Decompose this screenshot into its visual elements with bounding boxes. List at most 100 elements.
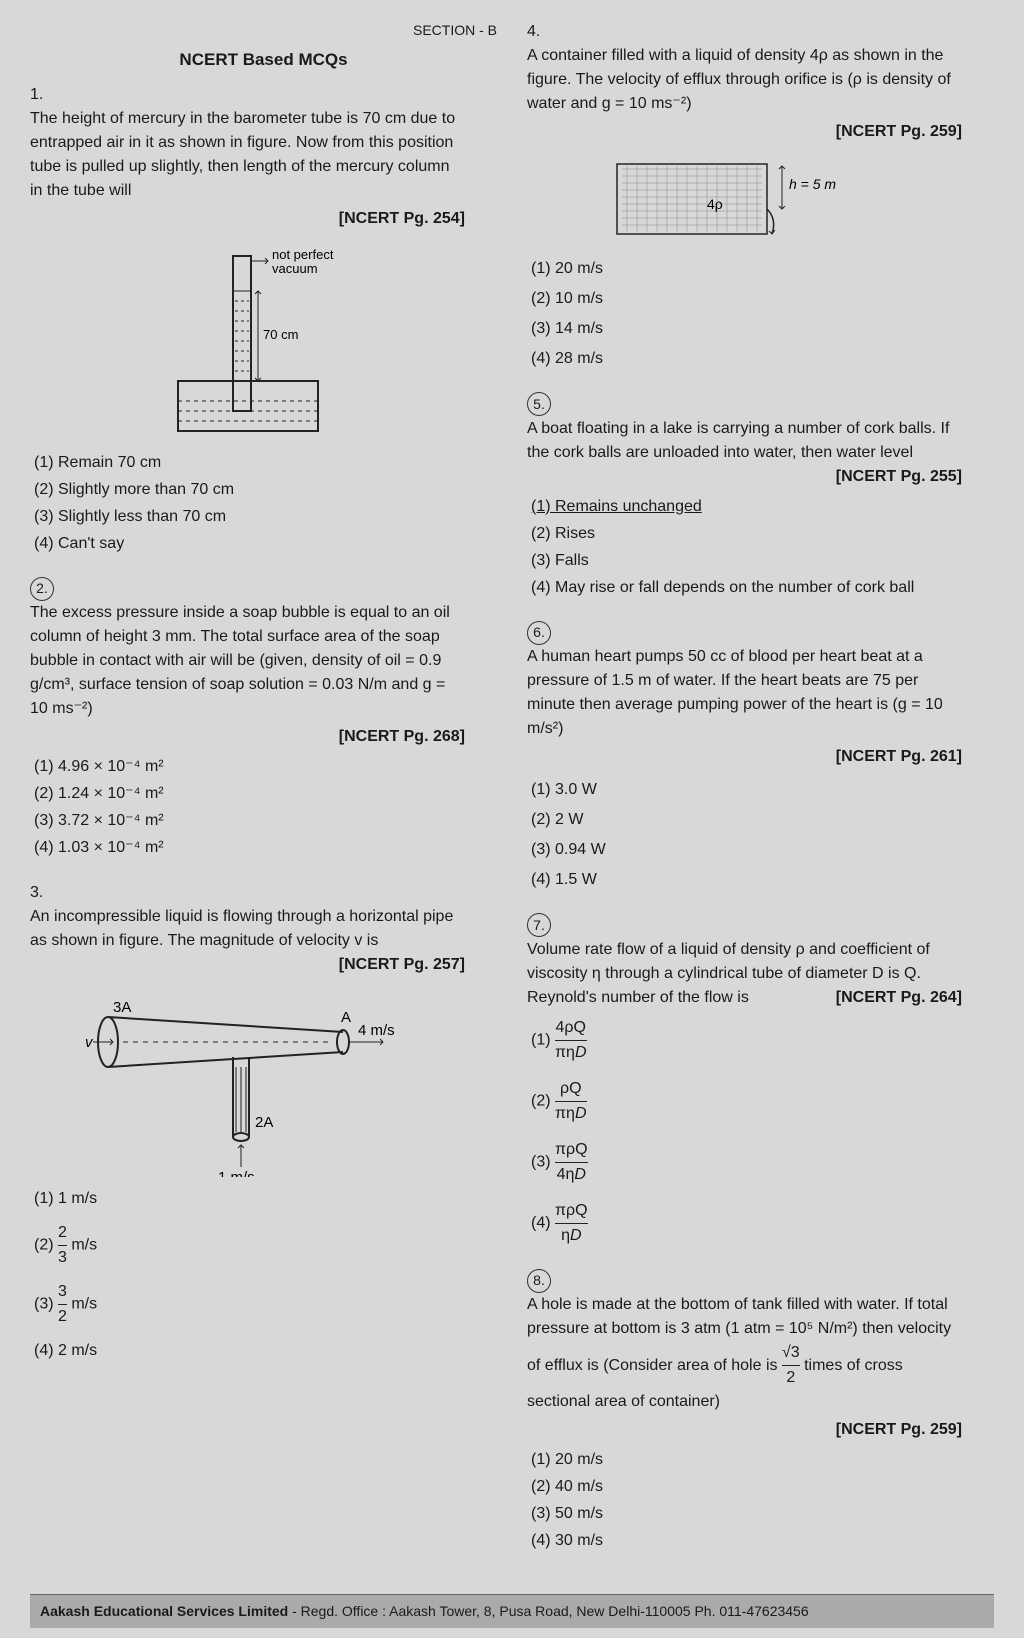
q5-opt1: (1) Remains unchanged [531,495,962,519]
mcq-title: NCERT Based MCQs [30,47,497,73]
pipe-diagram: v 3A A 4 m/s 2A 1 m/s [83,987,413,1177]
page-footer: Aakash Educational Services Limited - Re… [30,1594,994,1628]
q8-opt2: (2) 40 m/s [531,1475,962,1499]
q1-text: The height of mercury in the barometer t… [30,110,455,199]
q6-opt1: (1) 3.0 W [531,778,962,802]
q2-opt3: (3) 3.72 × 10⁻⁴ m² [34,809,465,833]
q2-opt1: (1) 4.96 × 10⁻⁴ m² [34,755,465,779]
q4-ref: [NCERT Pg. 259] [836,120,962,144]
q1-body: The height of mercury in the barometer t… [30,107,465,559]
question-3: 3. An incompressible liquid is flowing t… [30,881,497,1366]
question-5: 5. A boat floating in a lake is carrying… [527,392,994,603]
q1-opt4: (4) Can't say [34,532,465,556]
q3-num: 3. [30,881,58,905]
q6-opt4: (4) 1.5 W [531,868,962,892]
diag-70cm: 70 cm [263,327,298,342]
q1-opt3: (3) Slightly less than 70 cm [34,505,465,529]
q4-text: A container filled with a liquid of dens… [527,47,951,112]
right-column: 4. A container filled with a liquid of d… [527,20,994,1574]
diag-vac: vacuum [272,261,318,276]
q3-text: An incompressible liquid is flowing thro… [30,908,453,949]
q6-text: A human heart pumps 50 cc of blood per h… [527,648,943,737]
question-4: 4. A container filled with a liquid of d… [527,20,994,374]
svg-text:4ρ: 4ρ [707,196,723,212]
q4-options: (1) 20 m/s (2) 10 m/s (3) 14 m/s (4) 28 … [527,254,962,374]
q3-ref: [NCERT Pg. 257] [339,953,465,977]
footer-rest: - Regd. Office : Aakash Tower, 8, Pusa R… [288,1603,808,1619]
q1-opt1: (1) Remain 70 cm [34,451,465,475]
q3-opt4: (4) 2 m/s [34,1339,465,1363]
q4-opt4: (4) 28 m/s [531,347,962,371]
svg-text:4 m/s: 4 m/s [358,1022,395,1039]
q4-num: 4. [527,20,555,44]
q7-num: 7. [527,913,555,938]
q8-text: A hole is made at the bottom of tank fil… [527,1296,951,1410]
q5-ref: [NCERT Pg. 255] [836,465,962,489]
q5-num: 5. [527,392,555,417]
q8-opt3: (3) 50 m/s [531,1502,962,1526]
svg-text:2A: 2A [255,1114,273,1131]
q6-options: (1) 3.0 W (2) 2 W (3) 0.94 W (4) 1.5 W [527,775,962,895]
q3-options: (1) 1 m/s (2) 23 m/s (3) 32 m/s (4) 2 m/… [30,1187,465,1363]
q5-options: (1) Remains unchanged (2) Rises (3) Fall… [527,495,962,600]
q2-opt2: (2) 1.24 × 10⁻⁴ m² [34,782,465,806]
svg-text:v: v [85,1034,94,1051]
q5-body: A boat floating in a lake is carrying a … [527,417,962,603]
q4-opt3: (3) 14 m/s [531,317,962,341]
svg-text:A: A [341,1009,351,1026]
q6-body: A human heart pumps 50 cc of blood per h… [527,645,962,895]
q7-opt1: (1) 4ρQπηD [531,1016,962,1065]
q3-opt3: (3) 32 m/s [34,1280,465,1329]
q7-opt3: (3) πρQ4ηD [531,1138,962,1187]
q5-opt2: (2) Rises [531,522,962,546]
q2-opt4: (4) 1.03 × 10⁻⁴ m² [34,836,465,860]
q1-opt2: (2) Slightly more than 70 cm [34,478,465,502]
q6-opt3: (3) 0.94 W [531,838,962,862]
q8-opt4: (4) 30 m/s [531,1529,962,1553]
q4-body: A container filled with a liquid of dens… [527,44,962,374]
q8-body: A hole is made at the bottom of tank fil… [527,1293,962,1556]
q2-text: The excess pressure inside a soap bubble… [30,604,450,717]
svg-text:h = 5 m: h = 5 m [789,176,836,192]
left-column: SECTION - B NCERT Based MCQs 1. The heig… [30,20,497,1574]
q6-opt2: (2) 2 W [531,808,962,832]
q4-opt1: (1) 20 m/s [531,257,962,281]
q5-opt4: (4) May rise or fall depends on the numb… [531,576,962,600]
q6-ref: [NCERT Pg. 261] [836,745,962,769]
q7-options: (1) 4ρQπηD (2) ρQπηD (3) πρQ4ηD (4) πρQη… [527,1016,962,1248]
q1-num: 1. [30,83,58,107]
q2-body: The excess pressure inside a soap bubble… [30,601,465,863]
q3-opt2: (2) 23 m/s [34,1221,465,1270]
barometer-diagram: 70 cm not perfect vacuum [148,241,348,441]
q1-options: (1) Remain 70 cm (2) Slightly more than … [30,451,465,556]
page-content: SECTION - B NCERT Based MCQs 1. The heig… [30,20,994,1574]
q5-opt3: (3) Falls [531,549,962,573]
q4-opt2: (2) 10 m/s [531,287,962,311]
q7-body: Volume rate flow of a liquid of density … [527,938,962,1251]
q7-opt2: (2) ρQπηD [531,1077,962,1126]
section-label: SECTION - B [413,20,497,41]
svg-text:3A: 3A [113,999,131,1016]
q8-options: (1) 20 m/s (2) 40 m/s (3) 50 m/s (4) 30 … [527,1448,962,1553]
q3-body: An incompressible liquid is flowing thro… [30,905,465,1366]
q1-ref: [NCERT Pg. 254] [339,207,465,231]
q8-num: 8. [527,1269,555,1294]
q7-opt4: (4) πρQηD [531,1199,962,1248]
question-7: 7. Volume rate flow of a liquid of densi… [527,913,994,1251]
q5-text: A boat floating in a lake is carrying a … [527,420,949,461]
svg-text:1 m/s: 1 m/s [218,1169,255,1177]
q6-num: 6. [527,621,555,646]
section-header: SECTION - B [30,20,497,41]
q3-opt1: (1) 1 m/s [34,1187,465,1211]
container-diagram: 4ρ h = 5 m [607,154,867,244]
footer-company: Aakash Educational Services Limited [40,1603,288,1619]
q2-num: 2. [30,577,58,602]
q7-ref: [NCERT Pg. 264] [836,986,962,1010]
question-8: 8. A hole is made at the bottom of tank … [527,1269,994,1557]
question-6: 6. A human heart pumps 50 cc of blood pe… [527,621,994,896]
q8-ref: [NCERT Pg. 259] [836,1418,962,1442]
q2-ref: [NCERT Pg. 268] [339,725,465,749]
q8-opt1: (1) 20 m/s [531,1448,962,1472]
q2-options: (1) 4.96 × 10⁻⁴ m² (2) 1.24 × 10⁻⁴ m² (3… [30,755,465,860]
question-1: 1. The height of mercury in the baromete… [30,83,497,559]
